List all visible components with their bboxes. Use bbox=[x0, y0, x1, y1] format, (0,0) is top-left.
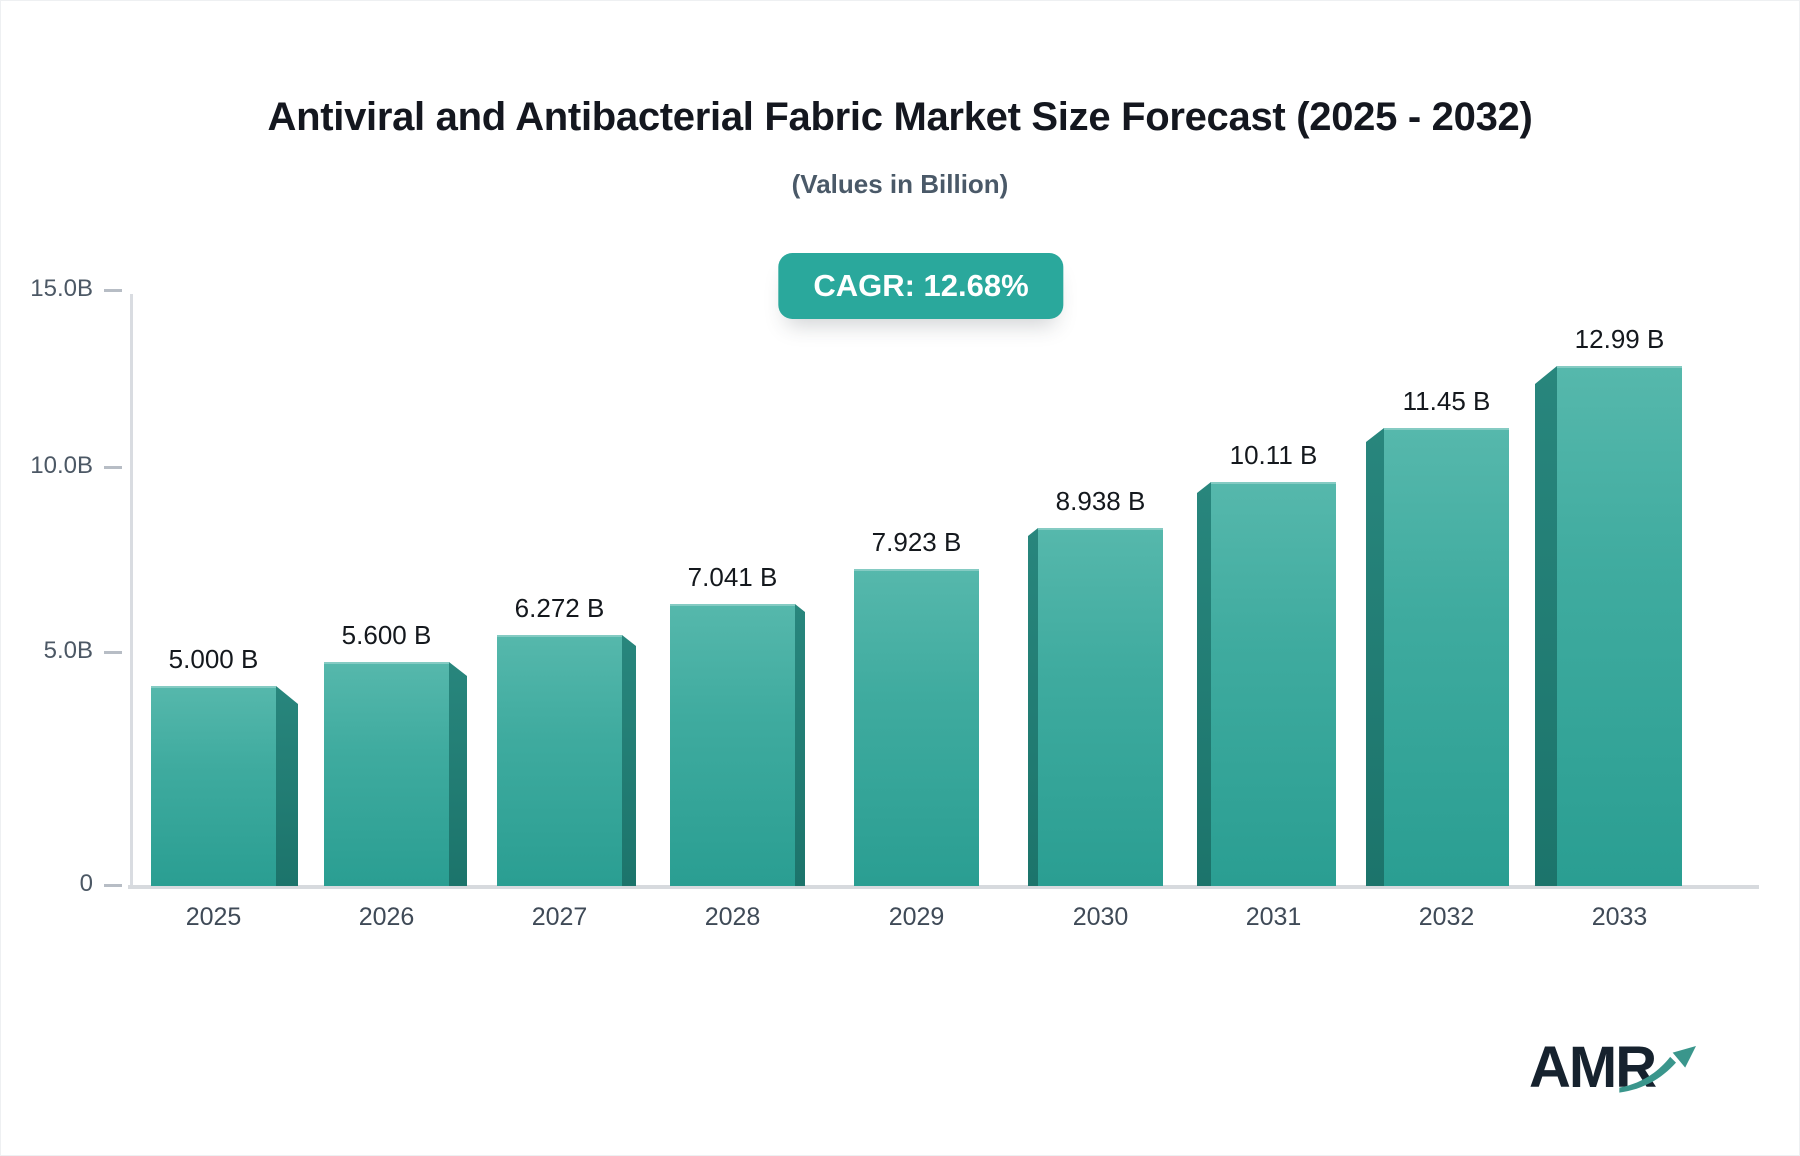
x-axis-label: 2032 bbox=[1418, 903, 1475, 931]
bar-side-2027 bbox=[622, 635, 636, 886]
y-axis-tick bbox=[104, 651, 122, 654]
bar-2029 bbox=[854, 569, 979, 886]
x-axis-label: 2030 bbox=[1072, 903, 1129, 931]
bar-value-label: 11.45 B bbox=[1402, 386, 1491, 416]
x-axis-label: 2026 bbox=[358, 903, 415, 931]
y-axis-tick-label: 0 bbox=[79, 870, 93, 897]
x-axis-label: 2029 bbox=[888, 903, 945, 931]
bar-2030 bbox=[1038, 528, 1163, 886]
bar-side-2026 bbox=[449, 662, 467, 886]
bar-side-2031 bbox=[1197, 482, 1211, 886]
growth-arrow-icon bbox=[1619, 1046, 1696, 1093]
y-axis-tick bbox=[104, 884, 122, 887]
y-axis-tick-label: 10.0B bbox=[30, 452, 93, 479]
y-axis-tick bbox=[104, 289, 122, 292]
bar-side-2032 bbox=[1366, 428, 1384, 886]
bar-value-label: 10.11 B bbox=[1229, 440, 1318, 470]
y-axis-tick bbox=[104, 466, 122, 469]
chart-title: Antiviral and Antibacterial Fabric Marke… bbox=[267, 95, 1533, 139]
x-axis-label: 2033 bbox=[1591, 903, 1648, 931]
bar-side-2033 bbox=[1535, 366, 1557, 886]
chart-subtitle: (Values in Billion) bbox=[791, 169, 1009, 199]
bar-2027 bbox=[497, 635, 622, 886]
cagr-badge-label: CAGR: 12.68% bbox=[813, 268, 1029, 303]
bar-value-label: 8.938 B bbox=[1055, 486, 1146, 516]
bar-2033 bbox=[1557, 366, 1682, 886]
bar-value-label: 7.041 B bbox=[687, 562, 778, 592]
bar-side-2025 bbox=[276, 686, 298, 886]
bar-2032 bbox=[1384, 428, 1509, 886]
y-axis-tick-label: 5.0B bbox=[43, 637, 93, 664]
x-axis-line bbox=[128, 885, 1759, 889]
x-axis-label: 2027 bbox=[531, 903, 588, 931]
bar-value-label: 5.600 B bbox=[341, 620, 432, 650]
y-axis-line bbox=[130, 294, 133, 886]
cagr-badge: CAGR: 12.68% bbox=[778, 253, 1064, 319]
bar-value-label: 5.000 B bbox=[168, 644, 259, 674]
bar-2026 bbox=[324, 662, 449, 886]
x-axis-label: 2028 bbox=[704, 903, 761, 931]
x-axis-label: 2031 bbox=[1245, 903, 1302, 931]
bar-2031 bbox=[1211, 482, 1336, 886]
bar-2025 bbox=[151, 686, 276, 886]
amr-logo: AMR bbox=[1529, 1039, 1719, 1119]
bar-2028 bbox=[670, 604, 795, 886]
bar-side-2028 bbox=[795, 604, 805, 886]
bar-value-label: 12.99 B bbox=[1574, 324, 1665, 354]
bar-value-label: 6.272 B bbox=[514, 593, 605, 623]
x-axis-label: 2025 bbox=[185, 903, 242, 931]
y-axis-tick-label: 15.0B bbox=[30, 275, 93, 302]
bar-value-label: 7.923 B bbox=[871, 527, 962, 557]
bar-side-2030 bbox=[1028, 528, 1038, 886]
